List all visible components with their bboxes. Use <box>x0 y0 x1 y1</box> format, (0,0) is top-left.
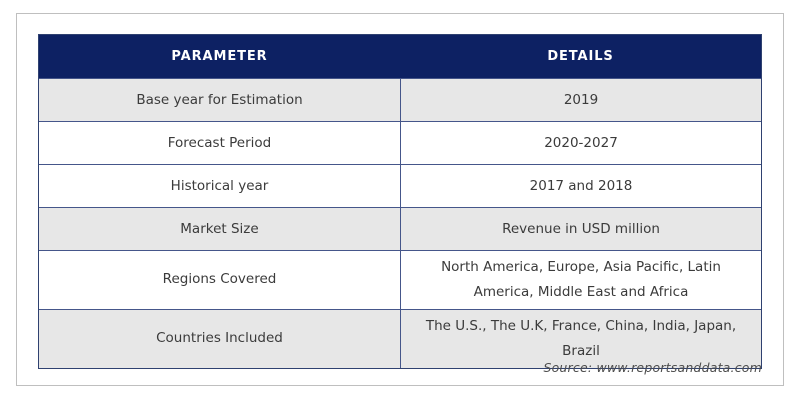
table-row: Countries Included The U.S., The U.K, Fr… <box>39 308 761 368</box>
cell-details: 2019 <box>400 79 761 121</box>
table-row: Historical year 2017 and 2018 <box>39 164 761 207</box>
cell-parameter: Market Size <box>180 220 259 237</box>
table-header-row: PARAMETER DETAILS <box>39 35 761 78</box>
cell-parameter: Forecast Period <box>167 134 272 151</box>
report-scope-table: PARAMETER DETAILS Base year for Estimati… <box>38 34 762 369</box>
cell-details: Revenue in USD million <box>400 208 761 250</box>
table-row: Regions Covered North America, Europe, A… <box>39 250 761 309</box>
cell-parameter: Historical year <box>170 177 269 194</box>
source-attribution: Source: www.reportsanddata.com <box>543 360 762 375</box>
cell-details: The U.S., The U.K, France, China, India,… <box>400 309 761 368</box>
cell-parameter: Regions Covered <box>162 271 277 288</box>
column-header-details: DETAILS <box>547 49 614 64</box>
table-row: Base year for Estimation 2019 <box>39 78 761 121</box>
cell-parameter: Base year for Estimation <box>136 91 303 108</box>
table-row: Market Size Revenue in USD million <box>39 207 761 250</box>
cell-details: 2017 and 2018 <box>400 165 761 207</box>
cell-parameter: Countries Included <box>156 330 283 347</box>
table-row: Forecast Period 2020-2027 <box>39 121 761 164</box>
cell-details: 2020-2027 <box>400 122 761 164</box>
column-header-parameter: PARAMETER <box>171 49 268 64</box>
cell-details: North America, Europe, Asia Pacific, Lat… <box>400 251 761 309</box>
